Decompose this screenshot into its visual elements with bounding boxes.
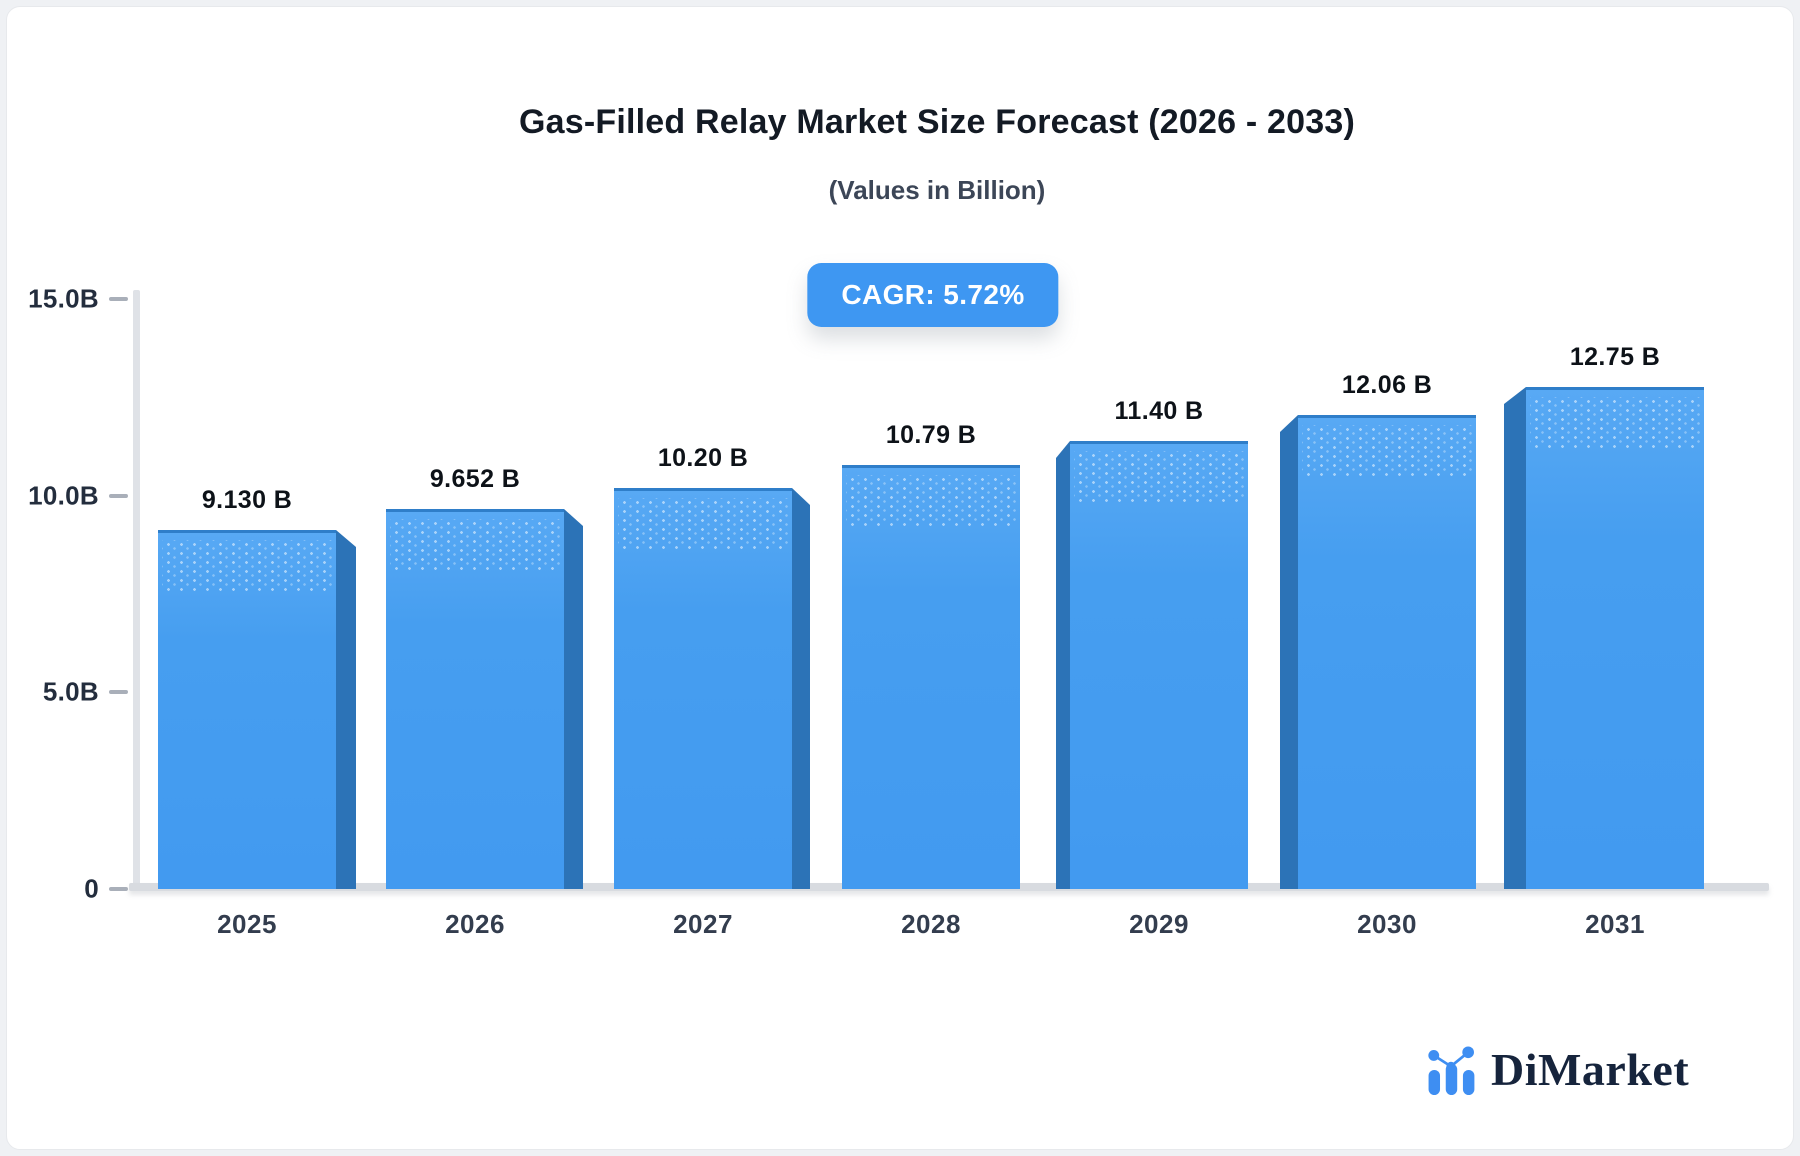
bar-top-dot-texture (618, 498, 788, 550)
bar-top-dot-texture (1302, 425, 1472, 477)
x-axis-category-label: 2026 (445, 909, 505, 939)
cagr-badge: CAGR: 5.72% (807, 263, 1059, 327)
y-axis-tick-dash (109, 887, 128, 891)
x-axis-category-label: 2027 (673, 909, 733, 939)
bar-side-face (564, 509, 583, 889)
x-axis-category-label: 2025 (217, 909, 277, 939)
chart-title: Gas-Filled Relay Market Size Forecast (2… (518, 103, 1356, 141)
y-axis-tick-label: 0 (84, 873, 99, 904)
bar-side-face (792, 488, 810, 889)
chart-card: Gas-Filled Relay Market Size Forecast (2… (6, 6, 1794, 1150)
bar-side-face (1504, 387, 1526, 889)
bar-chart: 15.0B 10.0B 5.0B 0 9.130 B 2025 9.652 B 2026 10.… (7, 7, 1793, 1149)
bar (614, 488, 792, 889)
bar-value-label: 9.652 B (429, 465, 521, 493)
bar-value-label: 11.40 B (1114, 397, 1204, 425)
bar (158, 530, 336, 889)
bar (1298, 415, 1476, 889)
x-axis-category-label: 2029 (1129, 909, 1189, 939)
bar-top-dot-texture (162, 540, 332, 592)
bar (1526, 387, 1704, 889)
bar-value-label: 12.06 B (1341, 371, 1433, 399)
y-axis-tick-dash (109, 297, 128, 301)
y-axis-tick-label: 5.0B (42, 676, 99, 707)
dimarket-logo-text: DiMarket (1491, 1044, 1690, 1095)
y-axis-tick-label: 15.0B (28, 283, 99, 314)
bar-value-label: 10.20 B (657, 444, 749, 472)
y-axis-tick-dash (109, 690, 128, 695)
bar-value-label: 12.75 B (1569, 343, 1661, 371)
bar-value-label: 10.79 B (885, 421, 977, 449)
x-axis-category-label: 2028 (901, 909, 961, 939)
y-axis-tick-label: 10.0B (28, 480, 99, 511)
x-axis-category-label: 2030 (1357, 909, 1417, 939)
y-axis-tick-dash (109, 493, 128, 498)
bar-top-dot-texture (846, 475, 1016, 527)
bar (386, 509, 564, 889)
dimarket-logo[interactable]: DiMarket (1427, 1045, 1689, 1095)
bar-side-face (1280, 415, 1298, 889)
y-axis-line (133, 290, 140, 891)
bar-top-dot-texture (1530, 397, 1700, 449)
dimarket-logo-icon (1428, 1046, 1475, 1095)
bar-top-dot-texture (1074, 451, 1244, 503)
bar (1070, 441, 1248, 889)
x-axis-category-label: 2031 (1585, 909, 1645, 939)
bar-side-face (1056, 441, 1070, 889)
bar (842, 465, 1020, 889)
bar-value-label: 9.130 B (201, 486, 293, 514)
chart-subtitle: (Values in Billion) (828, 175, 1046, 205)
bar-top-dot-texture (390, 519, 560, 571)
bar-side-face (336, 530, 356, 889)
